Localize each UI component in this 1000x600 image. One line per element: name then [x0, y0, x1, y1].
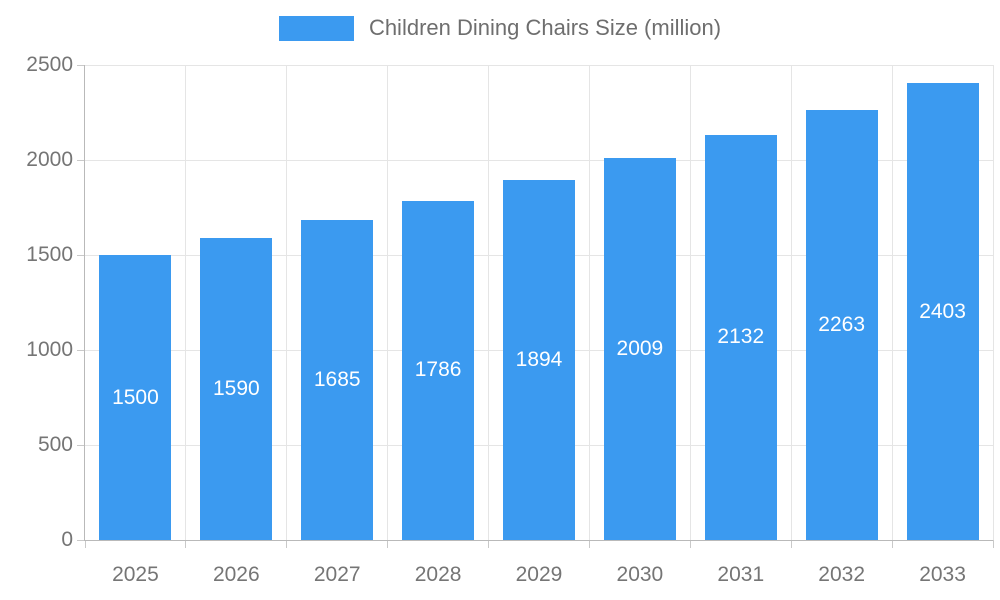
- y-tick-label: 2000: [26, 148, 73, 171]
- bar: 2263: [805, 110, 878, 540]
- x-axis-tick: [387, 540, 389, 548]
- x-gridline: [992, 65, 994, 540]
- bar: 1685: [301, 219, 374, 540]
- legend-label: Children Dining Chairs Size (million): [368, 15, 722, 40]
- x-tick-label: 2027: [313, 563, 361, 586]
- x-gridline: [891, 65, 893, 540]
- legend[interactable]: Children Dining Chairs Size (million): [0, 15, 1000, 41]
- x-gridline: [689, 65, 691, 540]
- bar-value-label: 1894: [515, 348, 563, 372]
- x-axis-tick: [790, 540, 792, 548]
- x-axis-tick: [84, 540, 86, 548]
- x-gridline: [588, 65, 590, 540]
- bar-value-label: 2403: [919, 299, 966, 323]
- x-axis-tick: [488, 540, 490, 548]
- bar-value-label: 1786: [414, 358, 462, 382]
- bar: 2009: [603, 158, 676, 540]
- y-gridline: [85, 159, 993, 161]
- bar-value-label: 2132: [717, 325, 765, 349]
- y-axis-line: [84, 65, 85, 541]
- x-tick-label: 2025: [112, 563, 159, 586]
- bar: 1894: [503, 180, 575, 540]
- x-tick-label: 2030: [616, 563, 664, 586]
- y-axis-tick: [77, 539, 85, 541]
- y-tick-label: 1500: [26, 243, 73, 266]
- x-gridline: [790, 65, 792, 540]
- x-tick-label: 2028: [414, 563, 462, 586]
- x-tick-label: 2026: [212, 563, 260, 586]
- y-tick-label: 2500: [26, 53, 73, 76]
- x-axis-tick: [286, 540, 288, 548]
- y-axis-tick: [77, 444, 85, 446]
- x-tick-label: 2029: [515, 563, 563, 586]
- x-gridline: [488, 65, 490, 540]
- bar: 1786: [402, 200, 475, 540]
- x-axis-tick: [689, 540, 691, 548]
- x-gridline: [286, 65, 288, 540]
- bar: 1590: [200, 237, 273, 540]
- y-axis-tick: [77, 254, 85, 256]
- bar-value-label: 1500: [112, 385, 159, 409]
- y-tick-label: 500: [37, 433, 73, 456]
- y-tick-label: 0: [61, 528, 73, 551]
- bar: 1500: [99, 255, 172, 540]
- legend-swatch[interactable]: [278, 15, 354, 41]
- x-tick-label: 2031: [717, 563, 765, 586]
- bar-value-label: 2009: [616, 337, 664, 361]
- x-axis-tick: [588, 540, 590, 548]
- y-axis-tick: [77, 349, 85, 351]
- y-tick-label: 1000: [26, 338, 73, 361]
- bar-value-label: 1590: [212, 376, 260, 400]
- x-gridline: [387, 65, 389, 540]
- bar: 2403: [906, 83, 979, 540]
- x-axis-tick: [992, 540, 994, 548]
- y-axis-tick: [77, 159, 85, 161]
- x-axis-line: [84, 540, 993, 541]
- x-axis-tick: [891, 540, 893, 548]
- y-gridline: [85, 64, 993, 66]
- y-axis-tick: [77, 64, 85, 66]
- bar: 2132: [704, 134, 777, 540]
- x-tick-label: 2032: [818, 563, 866, 586]
- bar-value-label: 1685: [313, 367, 361, 391]
- x-gridline: [185, 65, 187, 540]
- bar-value-label: 2263: [818, 313, 866, 336]
- x-tick-label: 2033: [919, 563, 966, 586]
- x-axis-tick: [185, 540, 187, 548]
